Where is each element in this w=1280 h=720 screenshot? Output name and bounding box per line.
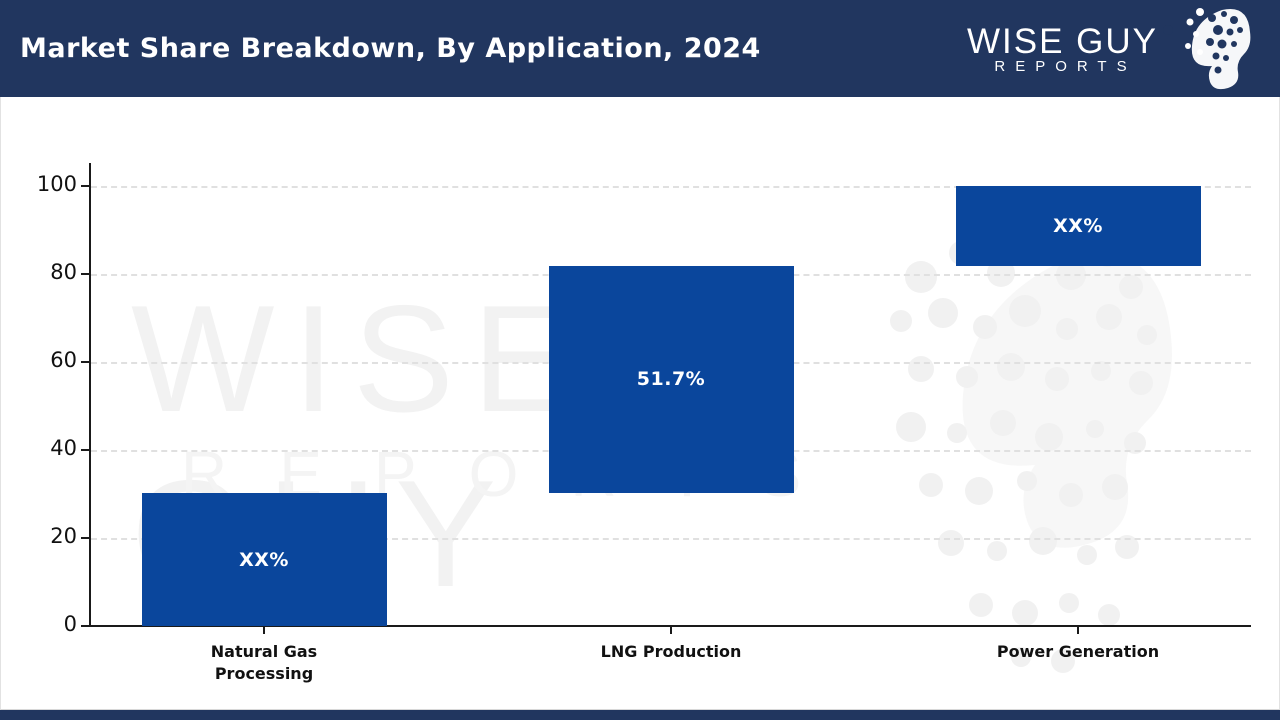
y-tick-label: 20 [50,524,77,548]
bar-0: XX% [141,493,387,626]
y-tick-mark [81,273,90,275]
x-category-label: Natural Gas Processing [210,642,318,683]
x-axis-line [89,625,1251,627]
watermark-head-icon [771,217,1191,691]
y-tick-label: 100 [36,172,77,196]
x-category-label: Power Generation [996,642,1160,661]
bar-1: 51.7% [548,265,794,494]
x-tick-mark [1077,627,1079,634]
x-tick-mark [670,627,672,634]
wise-guy-logo: WISE GUY REPORTS [967,4,1252,94]
y-tick-mark [81,449,90,451]
y-axis-line [89,163,91,627]
footer-bar [0,710,1280,720]
gridline [91,186,1251,188]
logo-wordmark: WISE GUY [966,22,1158,61]
y-tick-label: 40 [50,436,77,460]
y-tick-label: 80 [50,260,77,284]
logo-text: WISE GUY REPORTS [967,22,1158,75]
header-bar: Market Share Breakdown, By Application, … [0,0,1280,97]
gridline [91,538,1251,540]
bar-value-label: XX% [1053,214,1103,237]
logo-head-icon [1160,4,1252,94]
y-tick-label: 0 [63,612,77,636]
bar-value-label: 51.7% [636,368,706,391]
y-tick-label: 60 [50,348,77,372]
y-tick-mark [81,537,90,539]
y-tick-mark [81,625,90,627]
page-title: Market Share Breakdown, By Application, … [20,33,761,64]
bar-2: XX% [955,186,1201,266]
chart-area: WISE GUY REPORTS [0,97,1280,710]
y-tick-mark [81,185,90,187]
x-tick-mark [263,627,265,634]
y-tick-mark [81,361,90,363]
x-category-label: LNG Production [600,642,742,661]
bar-value-label: XX% [239,548,289,571]
logo-subtitle: REPORTS [994,58,1137,75]
